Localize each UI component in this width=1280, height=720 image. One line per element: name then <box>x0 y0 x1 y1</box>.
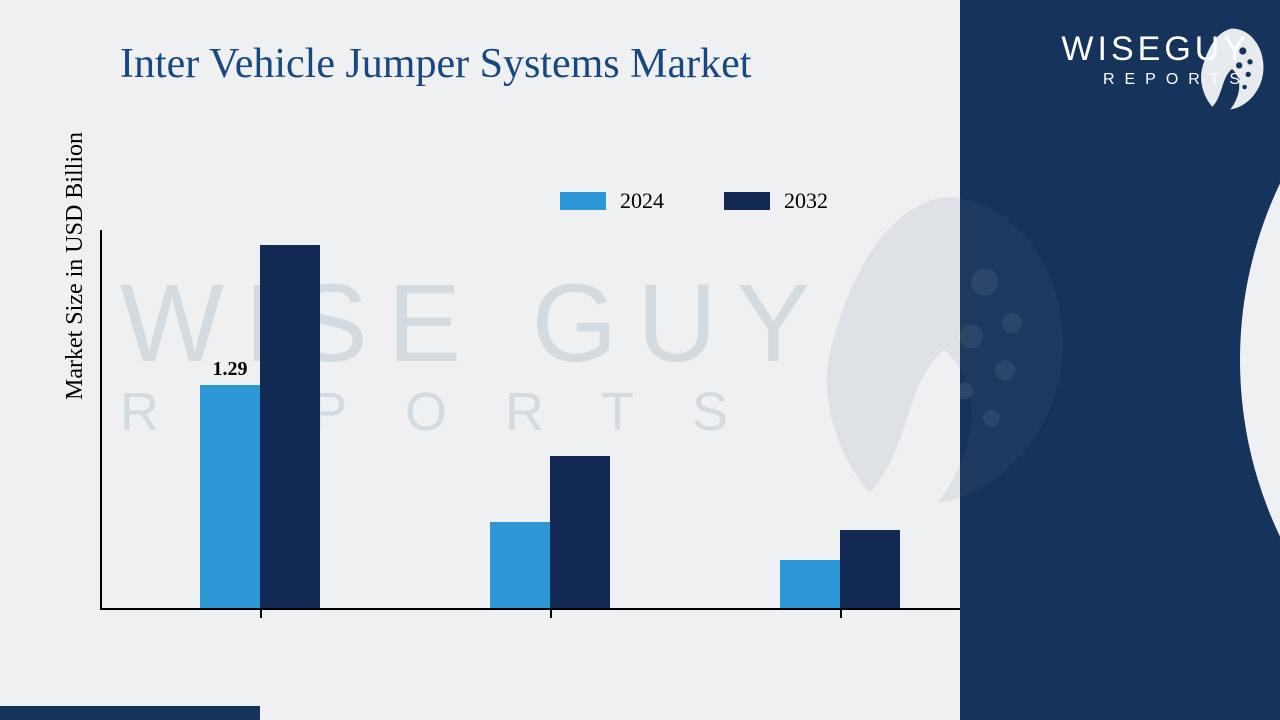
bar-2032 <box>260 245 320 608</box>
x-tick <box>260 608 262 618</box>
x-tick <box>550 608 552 618</box>
bar-2024 <box>200 385 260 608</box>
brand-sub-text: REPORTS <box>1061 71 1250 89</box>
y-axis-label: Market Size in USD Billion <box>62 132 89 400</box>
legend-item-2032: 2032 <box>724 188 828 214</box>
legend-item-2024: 2024 <box>560 188 664 214</box>
brand-block: WISEGUY REPORTS <box>1061 30 1250 89</box>
legend-swatch-2032 <box>724 192 770 210</box>
footer-accent-bar <box>0 706 260 720</box>
legend-label-2024: 2024 <box>620 188 664 214</box>
bar-2032 <box>550 456 610 608</box>
chart-canvas: WISEGUY REPORTS WISE GUY REPORTS Inter V… <box>0 0 1280 720</box>
x-tick <box>840 608 842 618</box>
legend: 2024 2032 <box>560 188 828 214</box>
bar-value-label: 1.29 <box>200 358 260 385</box>
legend-swatch-2024 <box>560 192 606 210</box>
bar-2024 <box>490 522 550 608</box>
chart-title: Inter Vehicle Jumper Systems Market <box>120 40 751 88</box>
plot-area: 1.29Dc-DcJumperSystemsAc-DcJumperSystems… <box>100 230 960 610</box>
brand-main-text: WISEGUY <box>1061 30 1250 69</box>
bar-2032 <box>840 530 900 608</box>
legend-label-2032: 2032 <box>784 188 828 214</box>
x-axis <box>100 608 960 610</box>
bar-2024 <box>780 560 840 608</box>
y-axis <box>100 230 102 610</box>
